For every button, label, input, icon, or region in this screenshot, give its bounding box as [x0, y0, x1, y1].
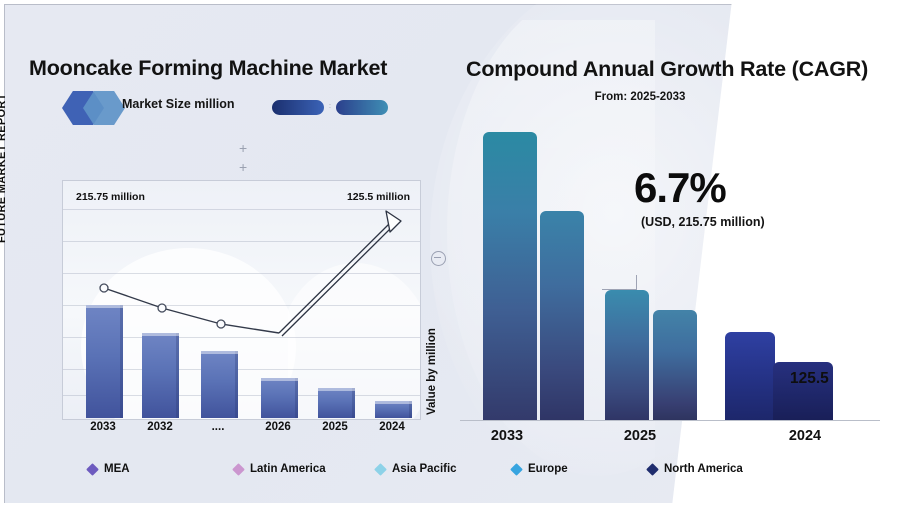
left-chart-end-value: 125.5 million: [346, 191, 410, 203]
left-chart-x-axis: 2033 2032 .... 2026 2025 2024: [62, 421, 419, 443]
gridline: [63, 369, 420, 370]
bar-2025-a: [605, 290, 649, 420]
bar-2033: [86, 305, 123, 418]
gridline: [63, 209, 420, 210]
legend-label-mea: MEA: [104, 463, 130, 475]
pill-badges: :: [272, 100, 388, 115]
right-chart-y-axis-label: Value by million: [426, 328, 438, 415]
right-chart-baseline: [460, 420, 880, 421]
left-chart-bars: [63, 181, 420, 419]
legend-item-europe[interactable]: Europe: [510, 462, 568, 476]
growth-arrow-shaft-2: [281, 225, 394, 337]
right-chart-subtitle: From: 2025-2033: [594, 91, 686, 103]
gridline: [63, 305, 420, 306]
bar-2033-b: [540, 211, 584, 420]
chart-legend: MEA Latin America Asia Pacific Europe No…: [86, 462, 788, 485]
cagr-value: 6.7%: [634, 164, 727, 211]
plus-icon-upper: +: [239, 140, 248, 156]
legend-label-north-america: North America: [664, 463, 743, 475]
legend-dot-europe: [510, 462, 523, 476]
legend-dot-mea: [86, 462, 99, 476]
minus-circle-icon: [431, 251, 446, 266]
bar-2024-a: [725, 332, 775, 420]
gridline: [63, 241, 420, 242]
right-chart-title: Compound Annual Growth Rate (CAGR): [466, 57, 869, 81]
legend-label-europe: Europe: [528, 463, 568, 475]
bar-ellipsis: [201, 351, 238, 418]
right-chart-bars: [455, 130, 885, 420]
trend-line: [103, 287, 280, 334]
legend-dot-latin-america: [232, 462, 245, 476]
cagr-note: (USD, 215.75 million): [641, 215, 765, 229]
trend-marker: [216, 319, 226, 329]
left-chart-title: Mooncake Forming Machine Market: [29, 56, 388, 80]
plus-icon-lower: +: [239, 159, 248, 175]
x-tick-ellipsis: ....: [211, 421, 225, 433]
pill-badge-left: [272, 100, 324, 115]
bar-2033-a: [483, 132, 537, 420]
x-tick-2033: 2033: [90, 421, 116, 433]
gridline: [63, 337, 420, 338]
pill-separator: :: [329, 103, 331, 110]
legend-dot-asia-pacific: [374, 462, 387, 476]
trend-marker: [99, 283, 109, 293]
x-tick-2032: 2032: [147, 421, 173, 433]
bar-2025-b: [653, 310, 697, 420]
right-chart-data-label: 125.5: [790, 370, 829, 387]
left-chart-plot-area: 215.75 million 125.5 million: [62, 180, 421, 420]
bar-2032: [142, 333, 179, 418]
bar-2025: [318, 388, 355, 418]
growth-arrow-head: [385, 210, 402, 233]
gridline: [63, 395, 420, 396]
legend-label-asia-pacific: Asia Pacific: [392, 463, 457, 475]
legend-item-north-america[interactable]: North America: [646, 462, 743, 476]
right-x-tick-2033: 2033: [490, 428, 524, 444]
x-tick-2025: 2025: [322, 421, 348, 433]
right-x-tick-2025: 2025: [623, 428, 657, 444]
growth-arrow-shaft: [278, 222, 391, 334]
left-chart-start-value: 215.75 million: [76, 191, 145, 203]
legend-item-latin-america[interactable]: Latin America: [232, 462, 326, 476]
pill-badge-right: [336, 100, 388, 115]
legend-item-asia-pacific[interactable]: Asia Pacific: [374, 462, 457, 476]
brand-hexagon-icon: [62, 91, 125, 125]
legend-item-mea[interactable]: MEA: [86, 462, 130, 476]
bracket-mark: [602, 275, 637, 290]
right-x-tick-2024: 2024: [788, 428, 822, 444]
x-tick-2024: 2024: [379, 421, 405, 433]
bar-2024-b: [773, 362, 833, 420]
market-size-label: Market Size million: [122, 97, 235, 111]
x-tick-2026: 2026: [265, 421, 291, 433]
legend-label-latin-america: Latin America: [250, 463, 326, 475]
legend-dot-north-america: [646, 462, 659, 476]
left-chart-overlay: [99, 210, 402, 337]
bar-2024: [375, 401, 412, 418]
gridline: [63, 273, 420, 274]
trend-marker: [157, 303, 167, 313]
bar-2026: [261, 378, 298, 418]
left-chart-y-axis-label: FUTURE MARKET REPORT: [0, 93, 8, 243]
